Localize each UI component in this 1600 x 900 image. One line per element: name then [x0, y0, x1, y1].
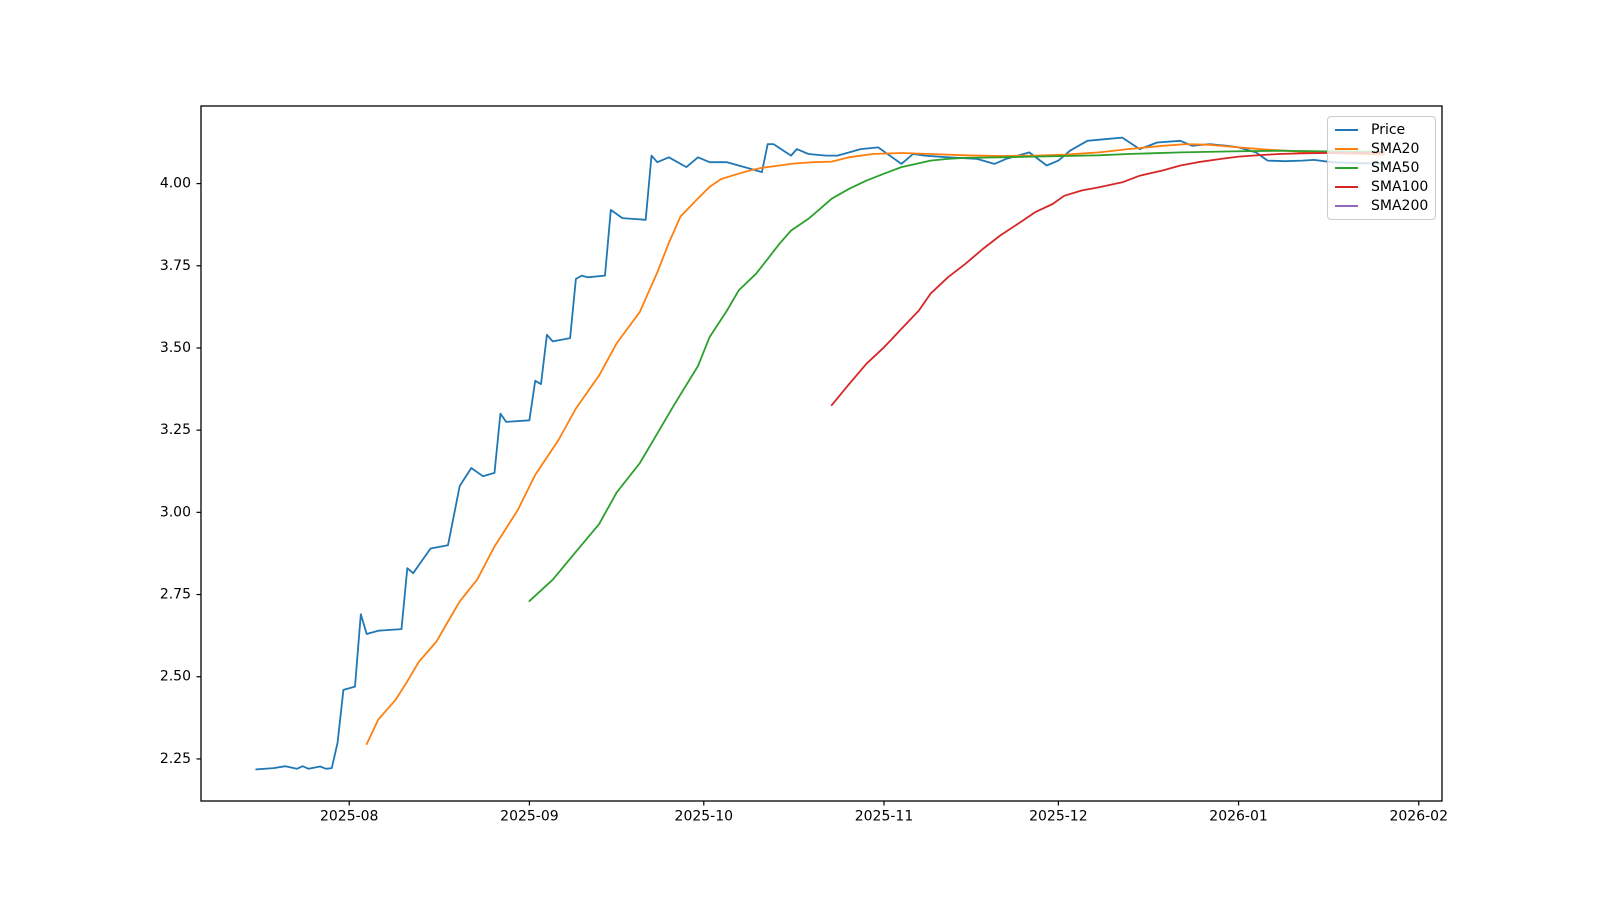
legend-label: SMA20 [1371, 140, 1420, 157]
y-tick-label: 3.25 [160, 422, 191, 438]
x-tick-label: 2025-09 [500, 809, 559, 825]
x-tick-label: 2025-08 [320, 809, 379, 825]
y-tick-label: 3.50 [160, 340, 191, 356]
legend: Price SMA20 SMA50 SMA100 SMA200 [1327, 116, 1436, 220]
series-line-sma50 [528, 149, 1385, 602]
legend-label: SMA200 [1371, 198, 1429, 215]
legend-line-swatch [1335, 167, 1358, 169]
y-tick-label: 2.75 [160, 587, 191, 603]
x-tick-label: 2026-01 [1209, 809, 1268, 825]
legend-label: Price [1371, 121, 1406, 138]
y-tick-label: 2.25 [160, 751, 191, 767]
legend-item: Price [1335, 120, 1435, 139]
legend-item: SMA100 [1335, 178, 1435, 197]
legend-item: SMA50 [1335, 158, 1435, 177]
y-tick-label: 4.00 [160, 176, 191, 192]
x-tick-label: 2025-10 [675, 809, 734, 825]
legend-line-swatch [1335, 147, 1358, 150]
y-tick-label: 2.50 [160, 669, 191, 685]
legend-label: SMA100 [1371, 179, 1429, 196]
x-tick-label: 2025-11 [855, 809, 914, 825]
x-tick-label: 2026-02 [1389, 809, 1448, 825]
x-tick-label: 2025-12 [1029, 809, 1088, 825]
legend-line-swatch [1335, 128, 1358, 131]
legend-line-swatch [1335, 186, 1358, 189]
legend-label: SMA50 [1371, 160, 1420, 176]
legend-line-swatch [1335, 205, 1358, 208]
series-line-price [255, 136, 1385, 771]
series-line-sma100 [830, 152, 1385, 407]
series-line-sma20 [365, 143, 1385, 745]
axes-spines [200, 105, 1443, 802]
y-tick-label: 3.75 [160, 258, 191, 274]
y-tick-label: 3.00 [160, 504, 191, 520]
legend-item: SMA20 [1335, 139, 1435, 158]
legend-item: SMA200 [1335, 197, 1435, 216]
